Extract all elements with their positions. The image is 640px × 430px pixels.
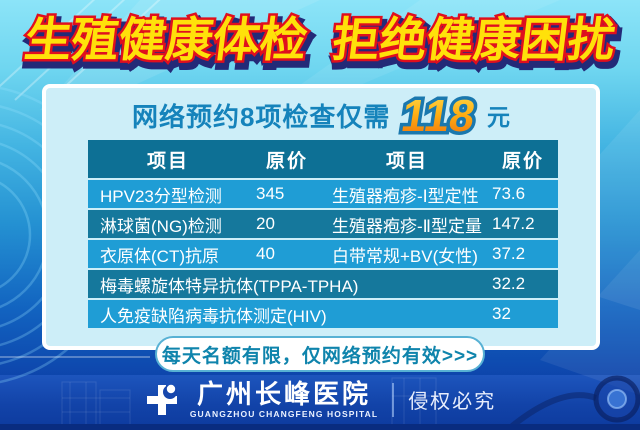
price-cell: 73.6 bbox=[492, 184, 526, 203]
price-cell: 345 bbox=[256, 184, 285, 203]
item-cell: HPV23分型检测 bbox=[100, 186, 222, 206]
hospital-name-cn: 广州长峰医院 bbox=[196, 379, 371, 409]
item-cell: 梅毒螺旋体特异抗体(TPPA-TPHA) bbox=[100, 276, 359, 296]
table-header-row: 项目 原价 项目 原价 bbox=[88, 140, 558, 178]
hospital-name-block: 广州长峰医院 GUANGZHOU CHANGFENG HOSPITAL bbox=[190, 381, 378, 419]
item-cell: 白带常规+BV(女性) bbox=[332, 246, 478, 266]
headline-left: 生殖健康体检 生殖健康体检 生殖健康体检 bbox=[19, 11, 317, 76]
header-item-1: 项目 bbox=[146, 150, 189, 172]
copyright-notice: 侵权必究 bbox=[408, 391, 497, 414]
table-row: 衣原体(CT)抗原 40 白带常规+BV(女性) 37.2 bbox=[88, 240, 558, 268]
headline-right-text: 拒绝健康困扰 bbox=[329, 13, 619, 66]
offer-price: 118 118 bbox=[395, 86, 483, 144]
offer-price-text: 118 bbox=[398, 89, 480, 141]
hospital-logo-icon bbox=[146, 384, 177, 415]
table-row: 人免疫缺陷病毒抗体测定(HIV) 32 bbox=[88, 300, 558, 328]
header-price-2: 原价 bbox=[501, 150, 544, 172]
item-cell: 衣原体(CT)抗原 bbox=[100, 246, 219, 266]
item-cell: 生殖器疱疹-Ⅰ型定性 bbox=[332, 186, 479, 206]
offer-line: 网络预约8项检查仅需 118 118 元 bbox=[42, 86, 600, 144]
headline: 生殖健康体检 生殖健康体检 生殖健康体检 拒绝健康困扰 拒绝健康困扰 拒绝健康困… bbox=[0, 11, 640, 76]
footer-divider bbox=[392, 382, 395, 417]
item-cell: 人免疫缺陷病毒抗体测定(HIV) bbox=[100, 306, 327, 326]
footer: 广州长峰医院 GUANGZHOU CHANGFENG HOSPITAL 侵权必究 bbox=[0, 381, 640, 419]
price-cell: 147.2 bbox=[492, 214, 535, 233]
item-cell: 淋球菌(NG)检测 bbox=[100, 216, 222, 236]
header-item-2: 项目 bbox=[385, 150, 428, 172]
headline-left-text: 生殖健康体检 bbox=[21, 13, 311, 66]
offer-prefix: 网络预约8项检查仅需 bbox=[131, 101, 391, 132]
table-row: HPV23分型检测 345 生殖器疱疹-Ⅰ型定性 73.6 bbox=[88, 180, 558, 208]
hospital-name-en: GUANGZHOU CHANGFENG HOSPITAL bbox=[189, 409, 379, 419]
cta-button[interactable]: 每天名额有限，仅网络预约有效>>> bbox=[155, 336, 485, 372]
item-cell: 生殖器疱疹-Ⅱ型定量 bbox=[332, 216, 483, 236]
price-table: 项目 原价 项目 原价 HPV23分型检测 345 生殖器疱疹-Ⅰ型定性 73.… bbox=[88, 140, 558, 328]
table-row: 梅毒螺旋体特异抗体(TPPA-TPHA) 32.2 bbox=[88, 270, 558, 298]
price-cell: 37.2 bbox=[492, 244, 526, 263]
price-cell: 32.2 bbox=[492, 274, 526, 293]
price-cell: 40 bbox=[256, 244, 275, 263]
bottom-strip bbox=[0, 424, 640, 430]
headline-right: 拒绝健康困扰 拒绝健康困扰 拒绝健康困扰 bbox=[327, 11, 625, 76]
price-cell: 20 bbox=[256, 214, 275, 233]
table-row: 淋球菌(NG)检测 20 生殖器疱疹-Ⅱ型定量 147.2 bbox=[88, 210, 558, 238]
price-cell: 32 bbox=[492, 304, 511, 323]
offer-unit: 元 bbox=[487, 104, 511, 130]
header-price-1: 原价 bbox=[265, 150, 308, 172]
